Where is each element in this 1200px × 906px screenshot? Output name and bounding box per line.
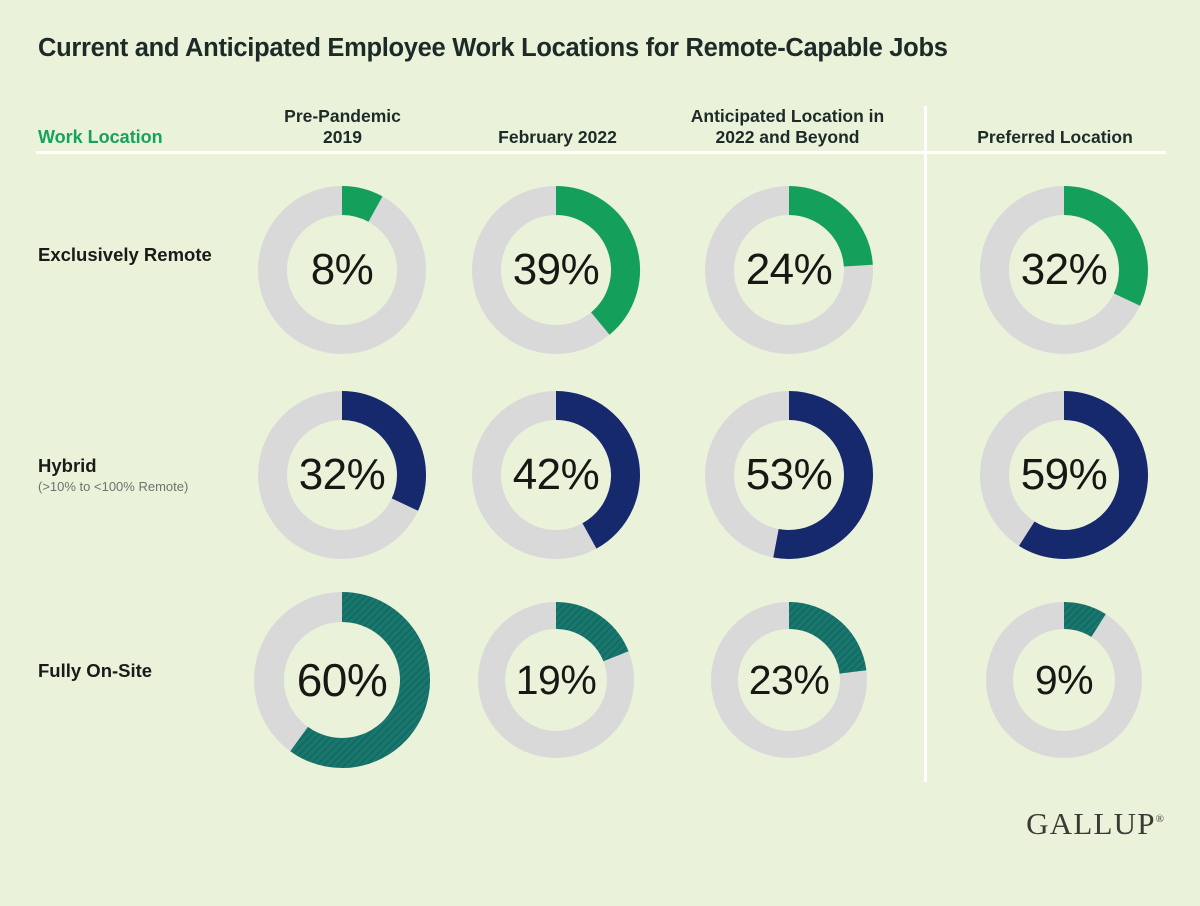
donut-value-arc [1019,391,1148,559]
donut-chart: 42% [469,388,643,562]
header-work-location-label: Work Location [38,127,163,147]
row-label-fully-on-site: Fully On-Site [38,660,248,682]
donut-chart: 23% [708,599,870,761]
header-col3-line1: Preferred Location [977,127,1133,147]
gallup-logo-text: GALLUP [1026,806,1156,841]
donut-chart: 24% [702,183,876,357]
donut-value-arc [788,602,867,675]
page-title: Current and Anticipated Employee Work Lo… [38,34,948,62]
donut-value-arc [341,186,383,223]
donut-value-arc [773,391,873,559]
donut-chart: 32% [977,183,1151,357]
header-col1-line1: February 2022 [498,127,617,147]
registered-mark-icon: ® [1155,813,1164,825]
donut-chart: 53% [702,388,876,562]
header-column-preferred-location: Preferred Location [940,98,1170,148]
donut-value-arc [555,602,629,662]
donut-value-arc [290,592,430,768]
donut-value-arc [341,391,426,511]
donut-chart: 32% [255,388,429,562]
row-label-exclusively-remote: Exclusively Remote [38,244,248,266]
row-label-fully-on-site-text: Fully On-Site [38,660,153,681]
donut-value-arc [555,391,640,549]
donut-value-arc [1063,186,1148,306]
header-work-location: Work Location [38,98,238,148]
header-col0-line1: Pre-Pandemic [284,106,401,126]
row-label-exclusively-remote-text: Exclusively Remote [38,244,212,265]
header-col2-line1: Anticipated Location in [690,106,885,126]
donut-chart: 39% [469,183,643,357]
donut-track [258,186,426,354]
header-column-anticipated-location: Anticipated Location in 2022 and Beyond [665,98,910,148]
donut-chart: 19% [475,599,637,761]
donut-chart: 59% [977,388,1151,562]
donut-value-arc [1063,602,1106,638]
donut-value-arc [788,186,873,268]
donut-chart: 60% [251,589,433,771]
row-label-hybrid-text: Hybrid [38,455,97,476]
column-divider-vertical [924,106,927,782]
header-divider-horizontal [36,151,1166,154]
row-label-hybrid-sublabel: (>10% to <100% Remote) [38,479,189,494]
header-col0-line2: 2019 [323,127,362,147]
donut-chart: 9% [983,599,1145,761]
header-column-pre-pandemic-2019: Pre-Pandemic 2019 [240,98,445,148]
donut-track [986,602,1142,758]
row-label-hybrid: Hybrid (>10% to <100% Remote) [38,455,248,496]
header-column-february-2022: February 2022 [455,98,660,148]
gallup-logo: GALLUP® [1026,806,1164,842]
header-col2-line2: 2022 and Beyond [715,127,860,147]
donut-chart: 8% [255,183,429,357]
donut-value-arc [555,186,640,335]
